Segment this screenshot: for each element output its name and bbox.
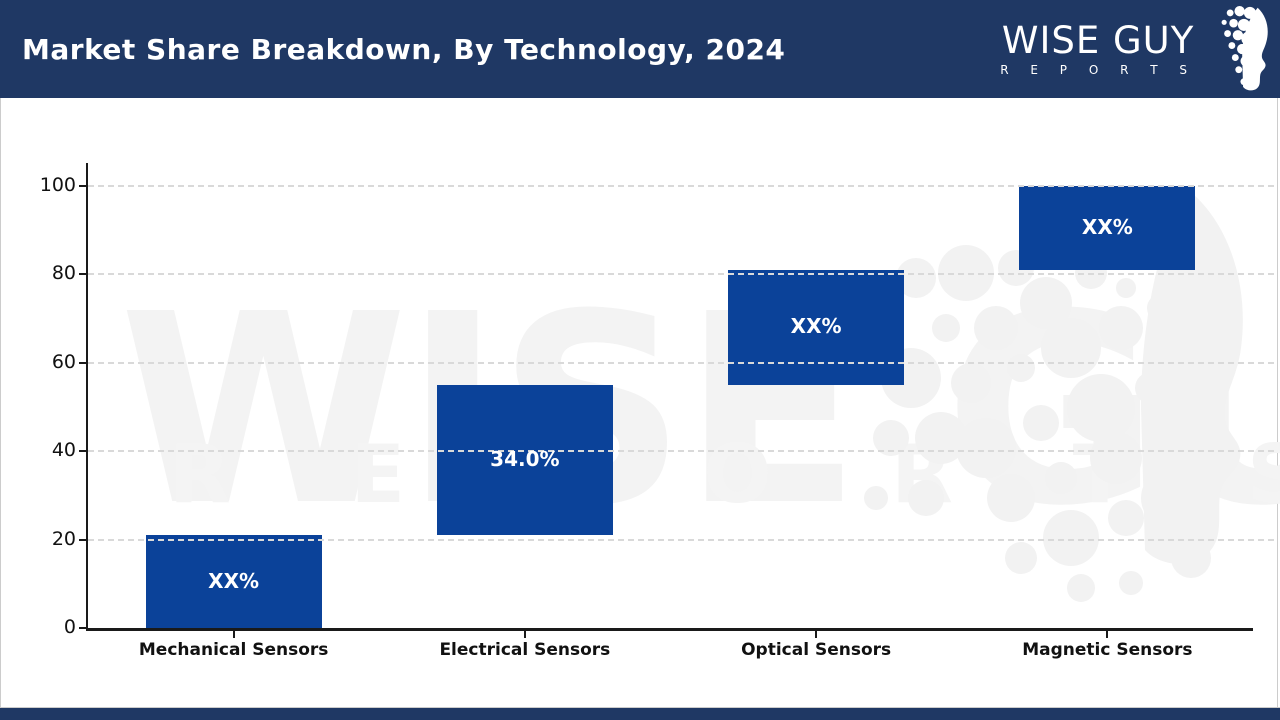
bar-electrical-sensors [436, 384, 613, 536]
y-tick-label-40: 40 [51, 439, 76, 462]
x-axis-spine [86, 628, 1253, 631]
x-tick-2 [523, 630, 526, 638]
y-tick-label-80: 80 [51, 262, 76, 285]
bar-value-label: XX% [1081, 214, 1133, 239]
x-tick-1 [232, 630, 235, 638]
bar-mechanical-sensors [145, 535, 322, 628]
y-tick-60 [79, 361, 88, 364]
logo-primary-text: WISE GUY [1001, 19, 1195, 62]
logo-secondary-text: R E P O R T S [1000, 63, 1196, 77]
x-category-label: Magnetic Sensors [1022, 640, 1193, 660]
header-bar: Market Share Breakdown, By Technology, 2… [0, 0, 1280, 98]
gridline-40 [88, 450, 1274, 453]
gridline-100 [88, 185, 1274, 187]
y-tick-80 [79, 273, 88, 276]
y-tick-0 [79, 627, 88, 629]
chart-canvas: WISE GUY R E P O R T S [0, 98, 1280, 707]
y-tick-label-60: 60 [51, 350, 76, 373]
gridline-80 [88, 273, 1274, 276]
y-tick-label-0: 0 [63, 616, 76, 638]
wise-guy-logo: WISE GUY R E P O R T S [1000, 6, 1268, 92]
plot-area: XX% 34.0% XX% XX% 0 20 40 60 80 100 Mechanical Sen… [0, 98, 1280, 707]
bar-value-label: XX% [790, 314, 842, 339]
bar-value-label: 34.0% [490, 447, 560, 472]
bar-value-label: XX% [208, 568, 260, 593]
gridline-60 [88, 361, 1274, 364]
y-tick-40 [79, 450, 88, 453]
y-tick-20 [79, 538, 88, 541]
gridline-20 [88, 538, 1274, 541]
x-tick-4 [1106, 630, 1109, 638]
y-tick-100 [79, 185, 88, 187]
x-tick-3 [815, 630, 818, 638]
footer-bar [0, 707, 1280, 720]
y-tick-label-100: 100 [39, 174, 76, 196]
bar-optical-sensors [728, 269, 905, 385]
y-axis-spine [86, 163, 88, 631]
bar-magnetic-sensors [1019, 186, 1196, 270]
y-tick-label-20: 20 [51, 527, 76, 550]
x-category-label: Mechanical Sensors [138, 640, 329, 660]
page-title: Market Share Breakdown, By Technology, 2… [22, 32, 786, 66]
logo-text: WISE GUY R E P O R T S [1000, 19, 1196, 78]
x-category-label: Optical Sensors [741, 640, 892, 660]
x-category-label: Electrical Sensors [439, 640, 611, 660]
dotted-head-icon [1221, 6, 1268, 91]
